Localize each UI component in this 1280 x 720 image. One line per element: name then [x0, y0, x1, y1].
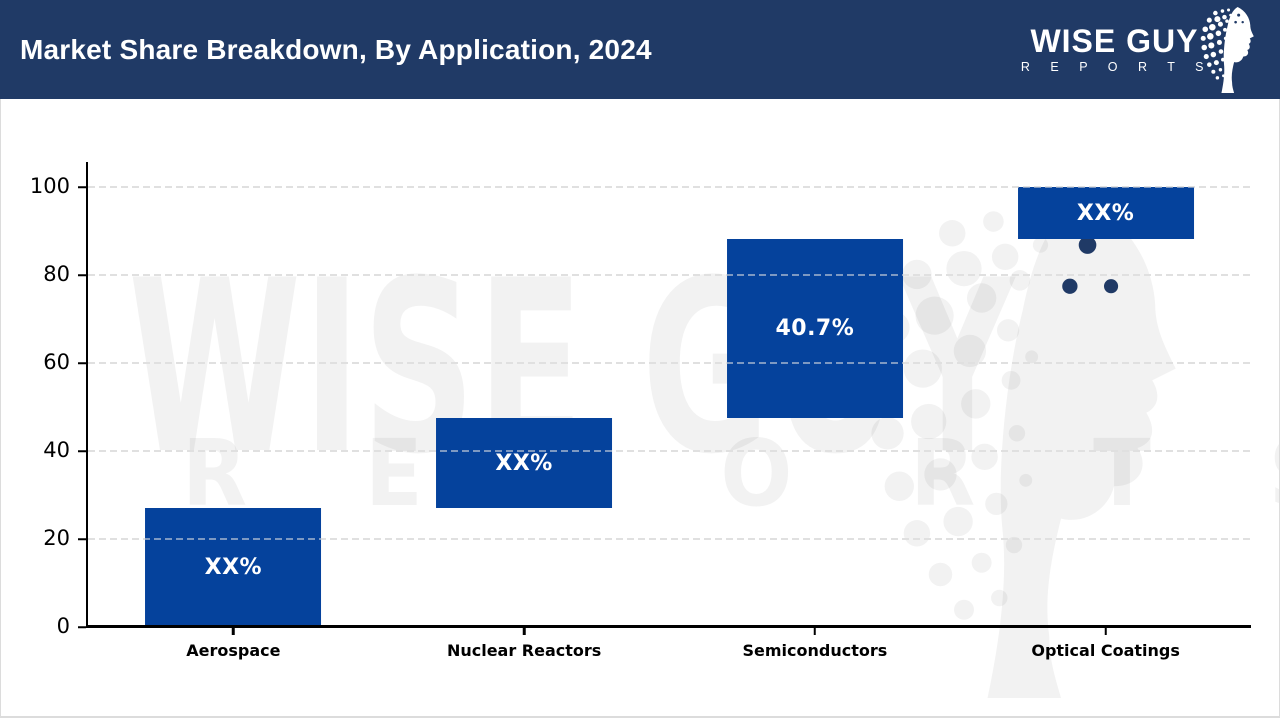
- x-tick-label: Aerospace: [186, 640, 281, 660]
- y-tick-mark: [78, 361, 86, 365]
- brand-logo: WISE GUY R E P O R T S: [1017, 0, 1254, 99]
- gridline-overlay: [88, 274, 1251, 277]
- y-tick-mark: [78, 449, 86, 453]
- bar-value-label: XX%: [204, 555, 263, 581]
- bar: XX%: [1017, 187, 1194, 240]
- brand-subname: R E P O R T S: [1020, 60, 1212, 74]
- y-tick-label: 40: [43, 438, 70, 463]
- y-tick-label: 100: [29, 174, 70, 199]
- header-bar: Market Share Breakdown, By Application, …: [0, 0, 1280, 99]
- x-axis: Aerospace Nuclear Reactors Semiconductors O…: [88, 627, 1251, 673]
- y-tick-label: 20: [43, 526, 70, 551]
- x-tick-mark: [1104, 627, 1107, 635]
- brand-name: WISE GUY: [1030, 23, 1199, 59]
- y-tick-label: 60: [43, 350, 70, 375]
- x-tick-mark: [522, 627, 526, 635]
- plot-area: XX% XX% 40.7% XX%: [88, 163, 1251, 627]
- x-tick-mark: [232, 627, 235, 635]
- y-tick-mark: [78, 625, 86, 629]
- brand-logo-text: WISE GUY R E P O R T S: [1017, 25, 1212, 74]
- gridline-overlay: [88, 538, 1251, 541]
- x-tick-label: Nuclear Reactors: [446, 640, 602, 660]
- gridline-overlay: [88, 450, 1251, 453]
- y-axis-line: [85, 162, 88, 628]
- y-tick-label: 0: [56, 614, 70, 639]
- y-tick-mark: [78, 185, 86, 189]
- bar: XX%: [436, 418, 613, 509]
- y-tick-mark: [78, 273, 86, 277]
- bar: XX%: [145, 508, 322, 627]
- gridline-overlay: [88, 186, 1251, 189]
- x-axis-line: [85, 625, 1251, 628]
- x-tick-label: Semiconductors: [742, 640, 888, 660]
- y-tick-label: 80: [43, 262, 70, 287]
- x-tick-label: Optical Coatings: [1031, 640, 1180, 660]
- y-tick-mark: [78, 537, 86, 541]
- bar-value-label: 40.7%: [775, 316, 855, 342]
- bar: 40.7%: [726, 239, 903, 419]
- bar-value-label: XX%: [495, 450, 553, 476]
- page-title: Market Share Breakdown, By Application, …: [20, 33, 652, 65]
- gridline-overlay: [88, 362, 1251, 365]
- x-tick-mark: [813, 627, 817, 635]
- y-axis: 0 20 40 60 80 100: [0, 163, 86, 637]
- bar-value-label: XX%: [1076, 200, 1135, 226]
